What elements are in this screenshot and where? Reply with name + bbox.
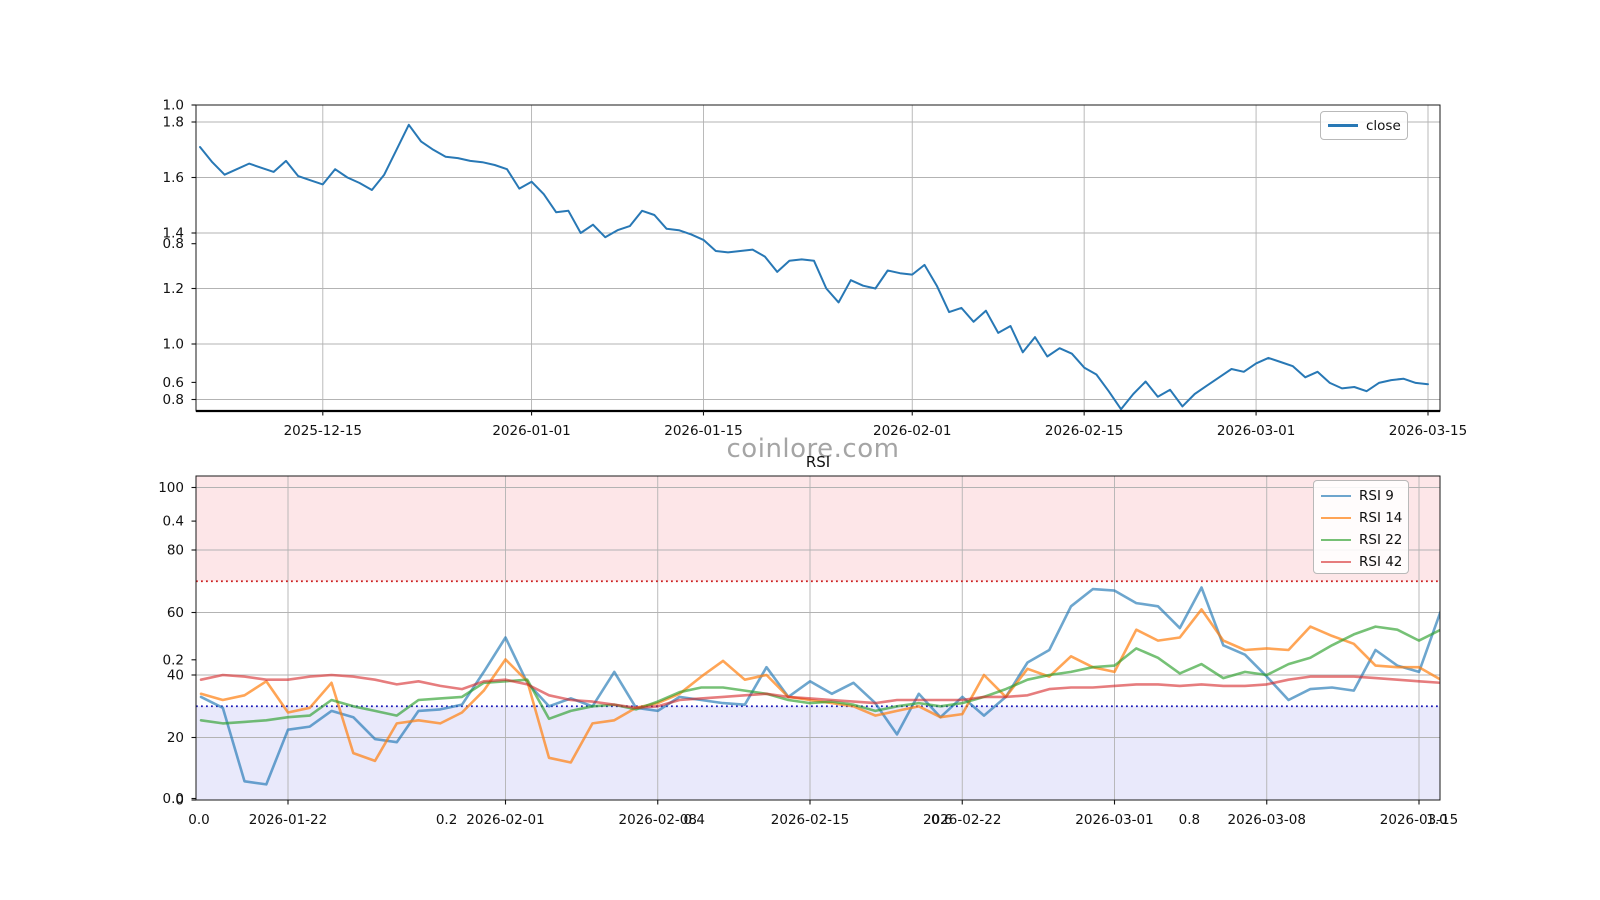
date-tick-label: 2026-03-15 <box>1380 812 1458 828</box>
overlay-xtick-label: 0.6 <box>931 812 952 828</box>
price-ytick-label: 1.0 <box>163 337 184 353</box>
date-tick-label: 2026-02-15 <box>771 812 849 828</box>
legend-row-rsi42: RSI 42 <box>1321 551 1403 573</box>
legend-row-rsi9: RSI 9 <box>1321 485 1400 507</box>
overlay-ytick-label: 0.4 <box>163 514 184 530</box>
rsi-ytick-label: 80 <box>167 543 184 559</box>
overbought-band <box>196 476 1440 582</box>
price-legend: close <box>1320 111 1408 140</box>
legend-label-rsi42: RSI 42 <box>1359 554 1403 570</box>
close-line <box>199 123 1429 411</box>
close-line-swatch <box>1328 124 1358 127</box>
rsi-legend: RSI 9 RSI 14 RSI 22 RSI 42 <box>1313 480 1409 574</box>
overlay-xtick-label: 0.4 <box>683 812 704 828</box>
rsi42-line-swatch <box>1321 560 1351 564</box>
date-tick-label: 2026-03-01 <box>1075 812 1153 828</box>
rsi-ytick-label: 20 <box>167 730 184 746</box>
legend-row-rsi22: RSI 22 <box>1321 529 1403 551</box>
oversold-band <box>196 706 1440 800</box>
overlay-ytick-label: 0.6 <box>163 375 184 391</box>
rsi22-line-swatch <box>1321 538 1351 542</box>
legend-row-close: close <box>1328 116 1401 135</box>
date-tick-label: 2026-02-15 <box>1045 423 1123 439</box>
legend-label-rsi22: RSI 22 <box>1359 532 1403 548</box>
price-ytick-label: 0.8 <box>163 392 184 408</box>
date-tick-label: 2026-02-22 <box>923 812 1001 828</box>
price-ytick-label: 1.8 <box>163 115 184 131</box>
rsi-chart-title: RSI <box>805 453 831 471</box>
axes-frame <box>195 475 1441 801</box>
overlay-xtick-label: 1.0 <box>1426 812 1447 828</box>
date-tick-label: 2026-03-08 <box>1228 812 1306 828</box>
overlay-ytick-label: 0.8 <box>163 236 184 252</box>
rsi-ytick-label: 60 <box>167 605 184 621</box>
legend-label-rsi9: RSI 9 <box>1359 488 1394 504</box>
price-ytick-label: 1.2 <box>163 281 184 297</box>
rsi14-line-swatch <box>1321 516 1351 520</box>
date-tick-label: 2026-01-01 <box>492 423 570 439</box>
watermark: coinlore.com <box>726 434 900 464</box>
date-tick-label: 2026-03-01 <box>1217 423 1295 439</box>
rsi-42-line <box>199 673 1440 710</box>
rsi-9-line <box>199 586 1440 786</box>
rsi-ytick-label: 40 <box>167 668 184 684</box>
date-tick-label: 2025-12-15 <box>284 423 362 439</box>
rsi-ytick-label: 0 <box>175 793 184 809</box>
legend-row-rsi14: RSI 14 <box>1321 507 1403 529</box>
date-tick-label: 2026-02-01 <box>873 423 951 439</box>
rsi-22-line <box>199 625 1440 725</box>
overlay-ytick-label: 0.2 <box>163 652 184 668</box>
date-tick-label: 2026-01-22 <box>249 812 327 828</box>
date-tick-label: 2026-03-15 <box>1389 423 1467 439</box>
legend-label-rsi14: RSI 14 <box>1359 510 1403 526</box>
date-tick-label: 2026-02-01 <box>466 812 544 828</box>
overlay-ytick-label: 1.0 <box>163 98 184 114</box>
price-ytick-label: 1.6 <box>163 170 184 186</box>
overlay-xtick-label: 0.2 <box>436 812 457 828</box>
overlay-xtick-label: 0.8 <box>1179 812 1200 828</box>
overlay-xtick-label: 0.0 <box>188 812 209 828</box>
legend-label-close: close <box>1366 117 1401 134</box>
overlay-ytick-label: 0.0 <box>163 791 184 807</box>
rsi9-line-swatch <box>1321 494 1351 498</box>
rsi-ytick-label: 100 <box>158 480 184 496</box>
price-ytick-label: 1.4 <box>163 226 184 242</box>
date-tick-label: 2026-01-15 <box>664 423 742 439</box>
date-tick-label: 2026-02-08 <box>619 812 697 828</box>
